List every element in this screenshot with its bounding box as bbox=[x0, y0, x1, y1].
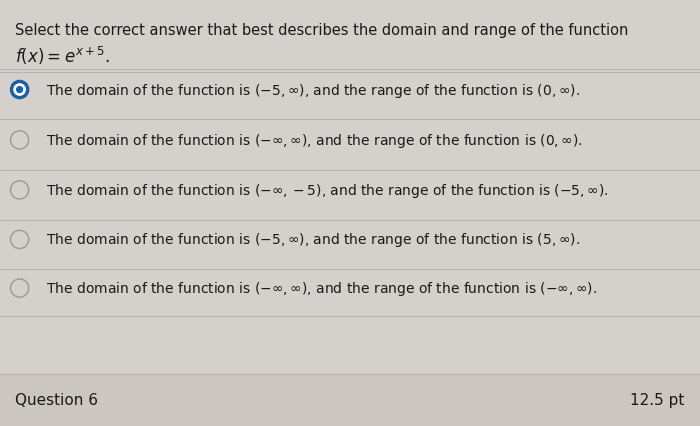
Text: The domain of the function is $(-\infty, \infty)$, and the range of the function: The domain of the function is $(-\infty,… bbox=[46, 132, 582, 150]
Bar bbox=[0, 374, 700, 426]
Text: The domain of the function is $(-5, \infty)$, and the range of the function is $: The domain of the function is $(-5, \inf… bbox=[46, 231, 580, 249]
Text: The domain of the function is $(-\infty, -5)$, and the range of the function is : The domain of the function is $(-\infty,… bbox=[46, 181, 608, 199]
Text: Select the correct answer that best describes the domain and range of the functi: Select the correct answer that best desc… bbox=[15, 23, 629, 38]
Text: 12.5 pt: 12.5 pt bbox=[630, 392, 685, 407]
Ellipse shape bbox=[10, 81, 29, 99]
Ellipse shape bbox=[17, 87, 22, 93]
Text: Question 6: Question 6 bbox=[15, 392, 99, 407]
Text: The domain of the function is $(-\infty, \infty)$, and the range of the function: The domain of the function is $(-\infty,… bbox=[46, 279, 596, 297]
Text: $f(x) = e^{x+5}.$: $f(x) = e^{x+5}.$ bbox=[15, 45, 110, 67]
Text: The domain of the function is $(-5, \infty)$, and the range of the function is $: The domain of the function is $(-5, \inf… bbox=[46, 81, 580, 99]
Ellipse shape bbox=[14, 85, 25, 96]
